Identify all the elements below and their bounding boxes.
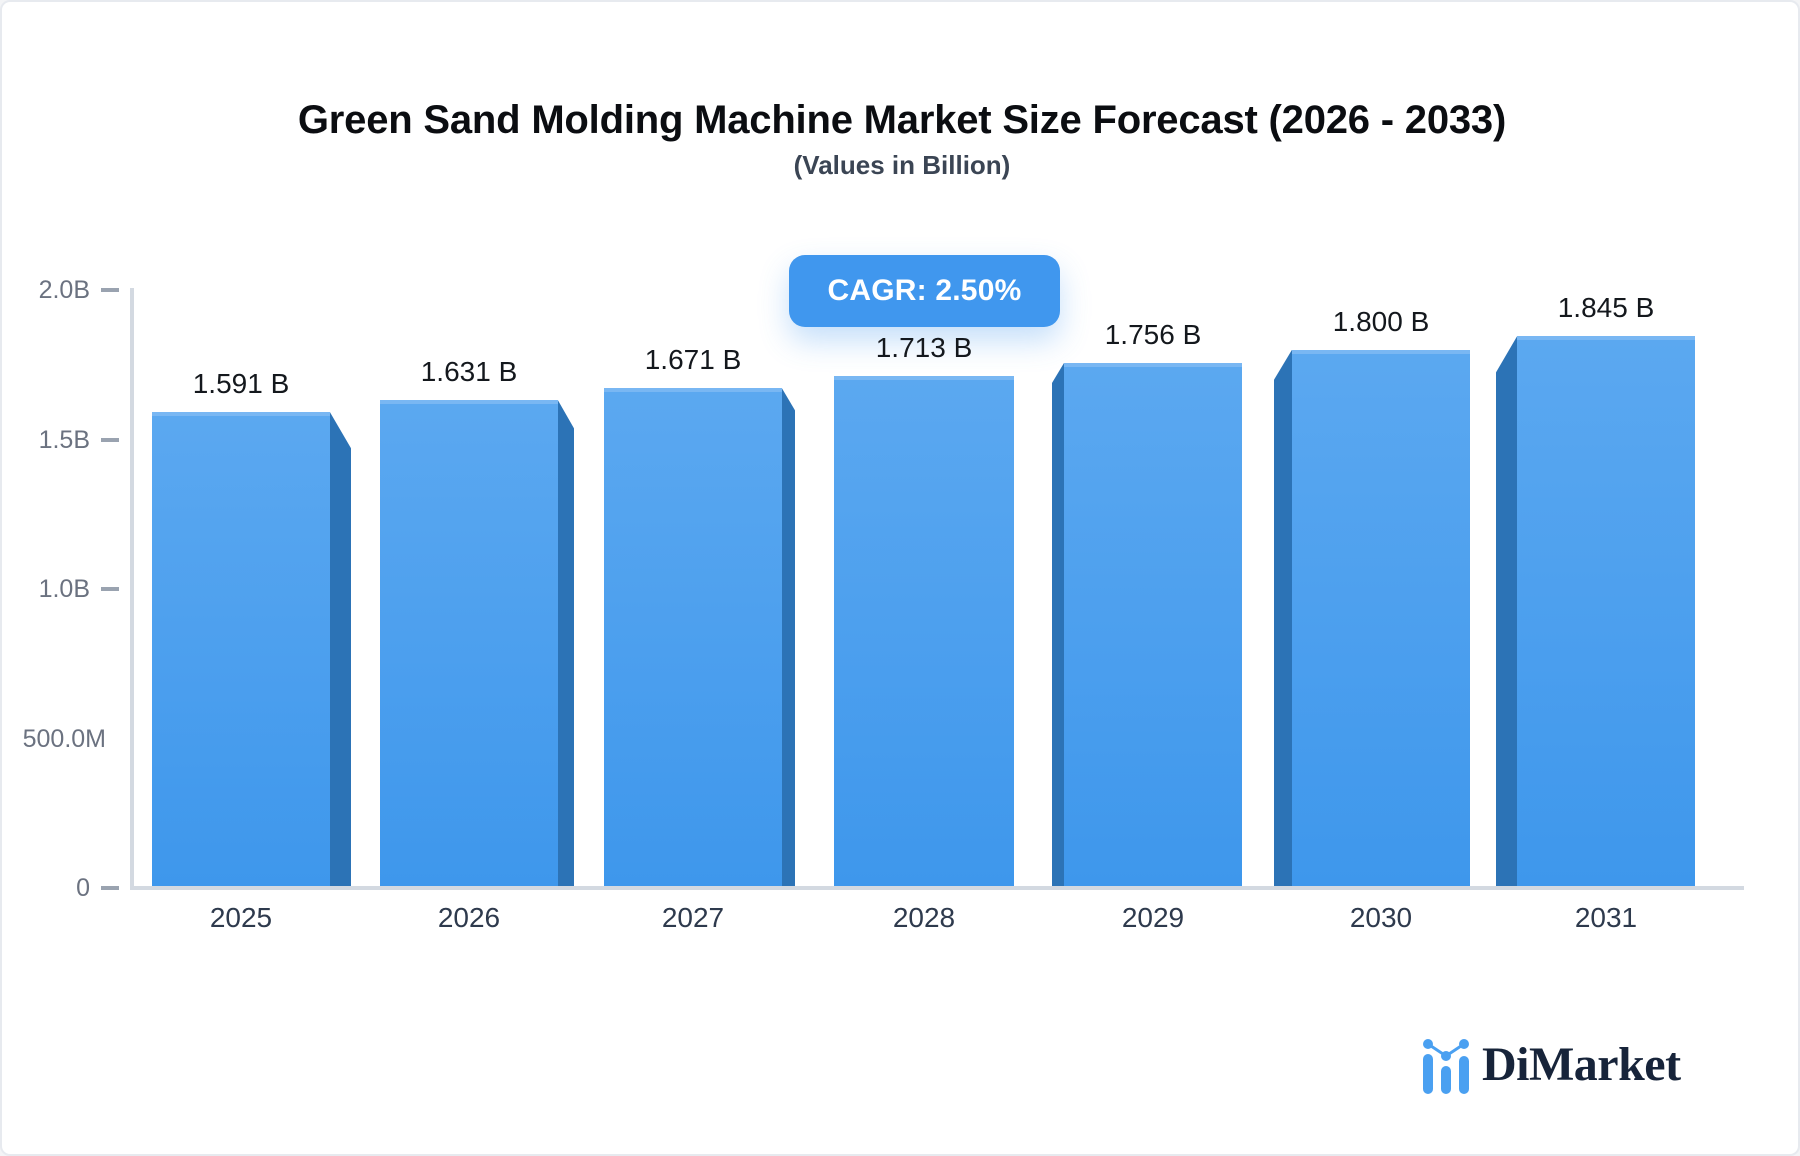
y-axis-line <box>130 288 134 888</box>
bar-3d-side <box>330 412 351 886</box>
chart-subtitle: (Values in Billion) <box>793 150 1011 180</box>
bar-2030 <box>1292 349 1470 886</box>
bar-2027 <box>604 388 782 886</box>
x-axis-label: 2027 <box>661 902 725 933</box>
bar-3d-side <box>1052 362 1064 886</box>
y-tick-label: 0 <box>76 874 90 902</box>
x-axis-label: 2029 <box>1121 902 1185 933</box>
bar-value-label: 1.800 B <box>1332 305 1430 337</box>
bar-value-label: 1.756 B <box>1104 318 1202 350</box>
bar-chart-logo-icon <box>1423 1039 1469 1094</box>
x-axis-baseline <box>130 886 1744 890</box>
bar-2031 <box>1517 336 1695 886</box>
x-axis-label: 2026 <box>437 902 501 933</box>
bar-value-label: 1.671 B <box>644 344 742 376</box>
y-tick-dash <box>101 886 119 890</box>
cagr-badge-label: CAGR: 2.50% <box>827 274 1022 307</box>
x-axis-label: 2030 <box>1349 902 1413 933</box>
brand-logo: DiMarket <box>1422 1036 1681 1094</box>
bar-2028 <box>834 375 1014 886</box>
y-tick-dash <box>101 288 119 292</box>
x-axis-label: 2031 <box>1574 902 1638 933</box>
bar-3d-side <box>1496 336 1517 886</box>
y-tick-label: 2.0B <box>38 276 90 304</box>
bar-value-label: 1.845 B <box>1557 292 1655 324</box>
bar-value-label: 1.631 B <box>420 356 518 388</box>
y-tick-dash <box>101 437 119 442</box>
bar-value-label: 1.713 B <box>875 331 973 363</box>
bar-3d-side <box>782 388 795 886</box>
y-tick-label: 1.5B <box>38 425 90 454</box>
bar-2029 <box>1064 362 1242 886</box>
bar-2025 <box>152 412 330 886</box>
y-tick-label: 1.0B <box>38 575 90 603</box>
cagr-badge: CAGR: 2.50% <box>789 255 1060 327</box>
y-tick-dash <box>101 587 119 591</box>
bar-2026 <box>380 400 558 886</box>
y-tick-label: 500.0M <box>22 724 106 753</box>
bar-value-label: 1.591 B <box>192 368 290 400</box>
chart-title: Green Sand Molding Machine Market Size F… <box>297 98 1507 142</box>
brand-name: DiMarket <box>1482 1038 1681 1091</box>
x-axis-label: 2028 <box>892 902 956 933</box>
x-axis-label: 2025 <box>209 902 273 933</box>
bar-3d-side <box>558 400 574 886</box>
bar-3d-side <box>1274 349 1292 886</box>
